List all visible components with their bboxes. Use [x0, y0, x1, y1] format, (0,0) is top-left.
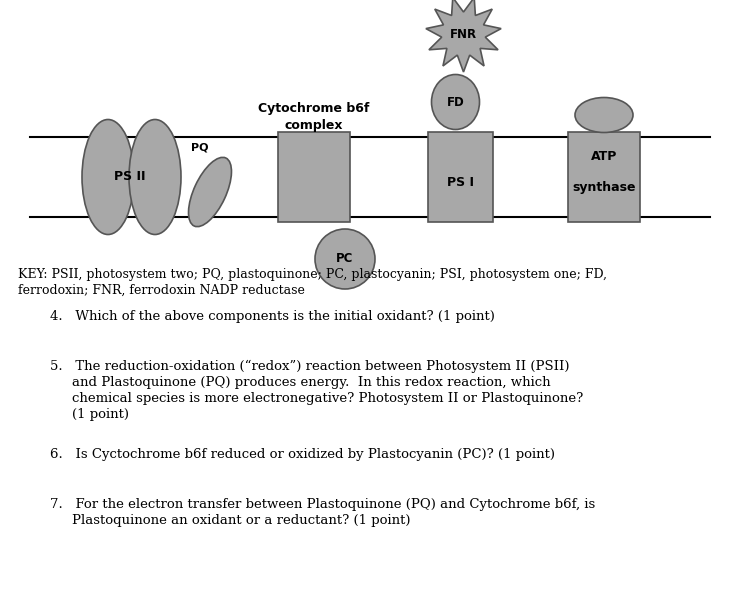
Text: 7.   For the electron transfer between Plastoquinone (PQ) and Cytochrome b6f, is: 7. For the electron transfer between Pla… — [50, 498, 595, 511]
Ellipse shape — [82, 120, 134, 234]
Text: FNR: FNR — [450, 27, 477, 40]
FancyBboxPatch shape — [568, 132, 640, 222]
Text: complex: complex — [285, 119, 343, 132]
Text: 6.   Is Cyctochrome b6f reduced or oxidized by Plastocyanin (PC)? (1 point): 6. Is Cyctochrome b6f reduced or oxidize… — [50, 448, 555, 461]
Text: and Plastoquinone (PQ) produces energy.  In this redox reaction, which: and Plastoquinone (PQ) produces energy. … — [72, 376, 551, 389]
Text: ferrodoxin; FNR, ferrodoxin NADP reductase: ferrodoxin; FNR, ferrodoxin NADP reducta… — [18, 284, 305, 297]
FancyBboxPatch shape — [278, 132, 350, 222]
Text: 4.   Which of the above components is the initial oxidant? (1 point): 4. Which of the above components is the … — [50, 310, 495, 323]
Text: (1 point): (1 point) — [72, 408, 129, 421]
Text: Plastoquinone an oxidant or a reductant? (1 point): Plastoquinone an oxidant or a reductant?… — [72, 514, 411, 527]
Text: KEY: PSII, photosystem two; PQ, plastoquinone; PC, plastocyanin; PSI, photosyste: KEY: PSII, photosystem two; PQ, plastoqu… — [18, 268, 607, 281]
Text: PC: PC — [336, 253, 354, 265]
Ellipse shape — [129, 120, 181, 234]
Text: FD: FD — [447, 95, 465, 108]
Text: chemical species is more electronegative? Photosystem II or Plastoquinone?: chemical species is more electronegative… — [72, 392, 583, 405]
Text: PS II: PS II — [114, 170, 146, 184]
Text: synthase: synthase — [572, 181, 636, 194]
Ellipse shape — [431, 75, 480, 130]
Polygon shape — [426, 0, 501, 72]
Text: PS I: PS I — [447, 175, 474, 188]
Text: ATP: ATP — [591, 150, 617, 163]
Text: PQ: PQ — [191, 142, 209, 152]
Ellipse shape — [189, 157, 232, 227]
Text: 5.   The reduction-oxidation (“redox”) reaction between Photosystem II (PSII): 5. The reduction-oxidation (“redox”) rea… — [50, 360, 570, 373]
Ellipse shape — [575, 98, 633, 133]
Text: Cytochrome b6f: Cytochrome b6f — [258, 102, 370, 115]
Circle shape — [315, 229, 375, 289]
FancyBboxPatch shape — [428, 132, 493, 222]
